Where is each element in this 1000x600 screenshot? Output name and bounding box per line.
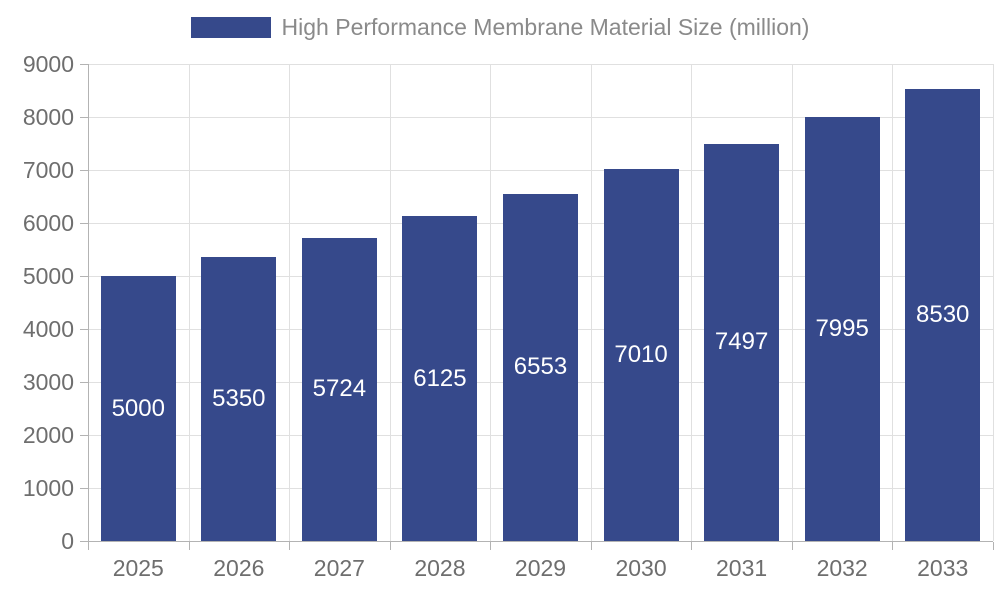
v-gridline: [389, 64, 391, 541]
x-axis-label: 2029: [514, 555, 567, 581]
bar-value-label: 7497: [714, 328, 769, 356]
x-axis-label: 2028: [414, 555, 466, 581]
bar: [402, 216, 478, 541]
y-axis-tick: [80, 170, 88, 171]
bar: [201, 257, 277, 541]
v-gridline: [892, 64, 894, 541]
v-gridline: [993, 64, 994, 541]
x-axis-tick: [490, 542, 492, 550]
x-axis-tick: [892, 542, 894, 550]
x-axis-tick: [590, 542, 592, 550]
bar-value-label: 7995: [815, 315, 869, 343]
x-axis-tick: [88, 542, 89, 550]
x-axis-tick: [691, 542, 693, 550]
y-axis-tick: [80, 117, 88, 118]
h-gridline: [88, 170, 993, 171]
y-axis-label: 8000: [22, 104, 74, 130]
y-axis-tick: [80, 435, 88, 436]
y-axis-tick: [80, 488, 88, 489]
plot-area: 0 1000 2000 3000 4000 5000 6000 7000 8000 9000 202…: [23, 52, 994, 581]
h-gridline: [88, 64, 993, 65]
bar: [804, 117, 880, 541]
y-axis-label: 2000: [22, 422, 74, 448]
y-axis-line: [88, 64, 89, 549]
x-axis-label: 2026: [213, 555, 265, 581]
x-axis-tick: [993, 542, 994, 550]
legend-swatch-icon: [190, 16, 271, 38]
x-axis-tick: [389, 542, 391, 550]
bar-value-label: 6125: [413, 364, 467, 392]
bar: [301, 237, 377, 541]
x-axis-label: 2033: [917, 555, 969, 581]
bar: [704, 143, 780, 541]
bar-value-label: 5000: [111, 394, 165, 422]
v-gridline: [590, 64, 592, 541]
y-axis-tick: [80, 64, 88, 65]
x-axis-label: 2031: [716, 555, 768, 581]
x-axis-tick: [791, 542, 793, 550]
x-axis-label: 2030: [615, 555, 667, 581]
y-axis-label: 4000: [22, 316, 74, 342]
v-gridline: [691, 64, 693, 541]
y-axis-tick: [80, 329, 88, 330]
v-gridline: [289, 64, 291, 541]
y-axis-label: 6000: [22, 210, 74, 236]
bar-value-label: 8530: [916, 300, 970, 328]
y-axis-label: 5000: [22, 263, 74, 289]
bar-value-label: 6553: [513, 353, 568, 381]
h-gridline: [88, 117, 993, 118]
x-axis-label: 2032: [816, 555, 868, 581]
y-axis-tick: [80, 382, 88, 383]
v-gridline: [791, 64, 793, 541]
legend[interactable]: High Performance Membrane Material Size …: [0, 14, 1000, 40]
x-axis-label: 2027: [313, 555, 365, 581]
y-axis-label: 7000: [22, 157, 74, 183]
bar: [100, 276, 176, 541]
x-axis-label: 2025: [112, 555, 164, 581]
x-axis-tick: [188, 542, 190, 550]
x-axis-tick: [289, 542, 291, 550]
y-axis-tick: [80, 223, 88, 224]
y-axis-tick: [80, 276, 88, 277]
bar-value-label: 5350: [212, 385, 266, 413]
bar: [905, 88, 981, 541]
bar-value-label: 5724: [312, 375, 367, 403]
v-gridline: [188, 64, 190, 541]
y-axis-label: 9000: [22, 51, 74, 77]
y-axis-label: 0: [61, 528, 74, 554]
bar: [503, 193, 578, 541]
bar: [603, 169, 679, 541]
v-gridline: [490, 64, 492, 541]
legend-label: High Performance Membrane Material Size …: [281, 14, 810, 40]
bar-value-label: 7010: [614, 341, 668, 369]
y-axis-label: 3000: [22, 369, 74, 395]
y-axis-label: 1000: [22, 475, 74, 501]
x-axis-line: [80, 541, 993, 542]
y-axis-tick: [80, 541, 88, 542]
